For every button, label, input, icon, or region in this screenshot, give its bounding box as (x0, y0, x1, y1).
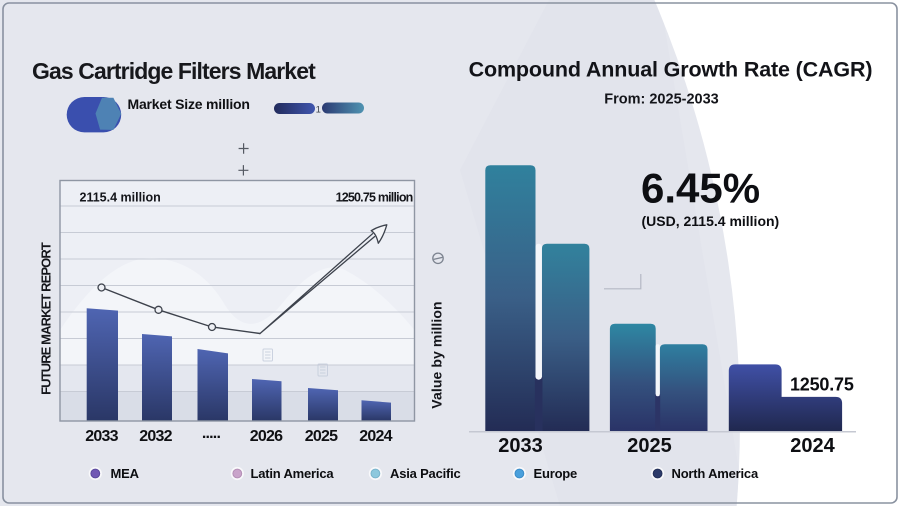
svg-text:2025: 2025 (627, 435, 672, 457)
svg-text:From: 2025-2033: From: 2025-2033 (604, 92, 718, 108)
svg-text:2026: 2026 (250, 428, 283, 445)
svg-text:1250.75 million: 1250.75 million (336, 191, 413, 205)
svg-text:Gas Cartridge Filters Market: Gas Cartridge Filters Market (32, 58, 316, 84)
svg-text:2032: 2032 (139, 428, 172, 445)
svg-text:2024: 2024 (790, 435, 835, 457)
svg-text:2033: 2033 (85, 428, 118, 445)
svg-text:2025: 2025 (305, 428, 338, 445)
svg-text:MEA: MEA (111, 466, 140, 481)
svg-text:North America: North America (672, 466, 759, 481)
svg-text:Compound Annual Growth Rate (C: Compound Annual Growth Rate (CAGR) (469, 58, 873, 82)
svg-text:(USD, 2115.4 million): (USD, 2115.4 million) (642, 213, 780, 229)
svg-text:2033: 2033 (498, 435, 543, 457)
svg-text:Europe: Europe (534, 466, 578, 481)
svg-text:2115.4 million: 2115.4 million (80, 191, 161, 205)
svg-text:FUTURE MARKET REPORT: FUTURE MARKET REPORT (39, 242, 54, 395)
svg-text:.....: ..... (202, 425, 221, 442)
svg-text:Asia Pacific: Asia Pacific (390, 466, 461, 481)
svg-text:Value by million: Value by million (429, 301, 445, 408)
svg-text:Market Size million: Market Size million (128, 96, 250, 112)
svg-text:Latin America: Latin America (251, 466, 335, 481)
svg-text:1250.75: 1250.75 (790, 375, 854, 395)
svg-text:2024: 2024 (359, 428, 392, 445)
svg-text:6.45%: 6.45% (641, 165, 760, 212)
svg-text:1: 1 (316, 105, 321, 116)
